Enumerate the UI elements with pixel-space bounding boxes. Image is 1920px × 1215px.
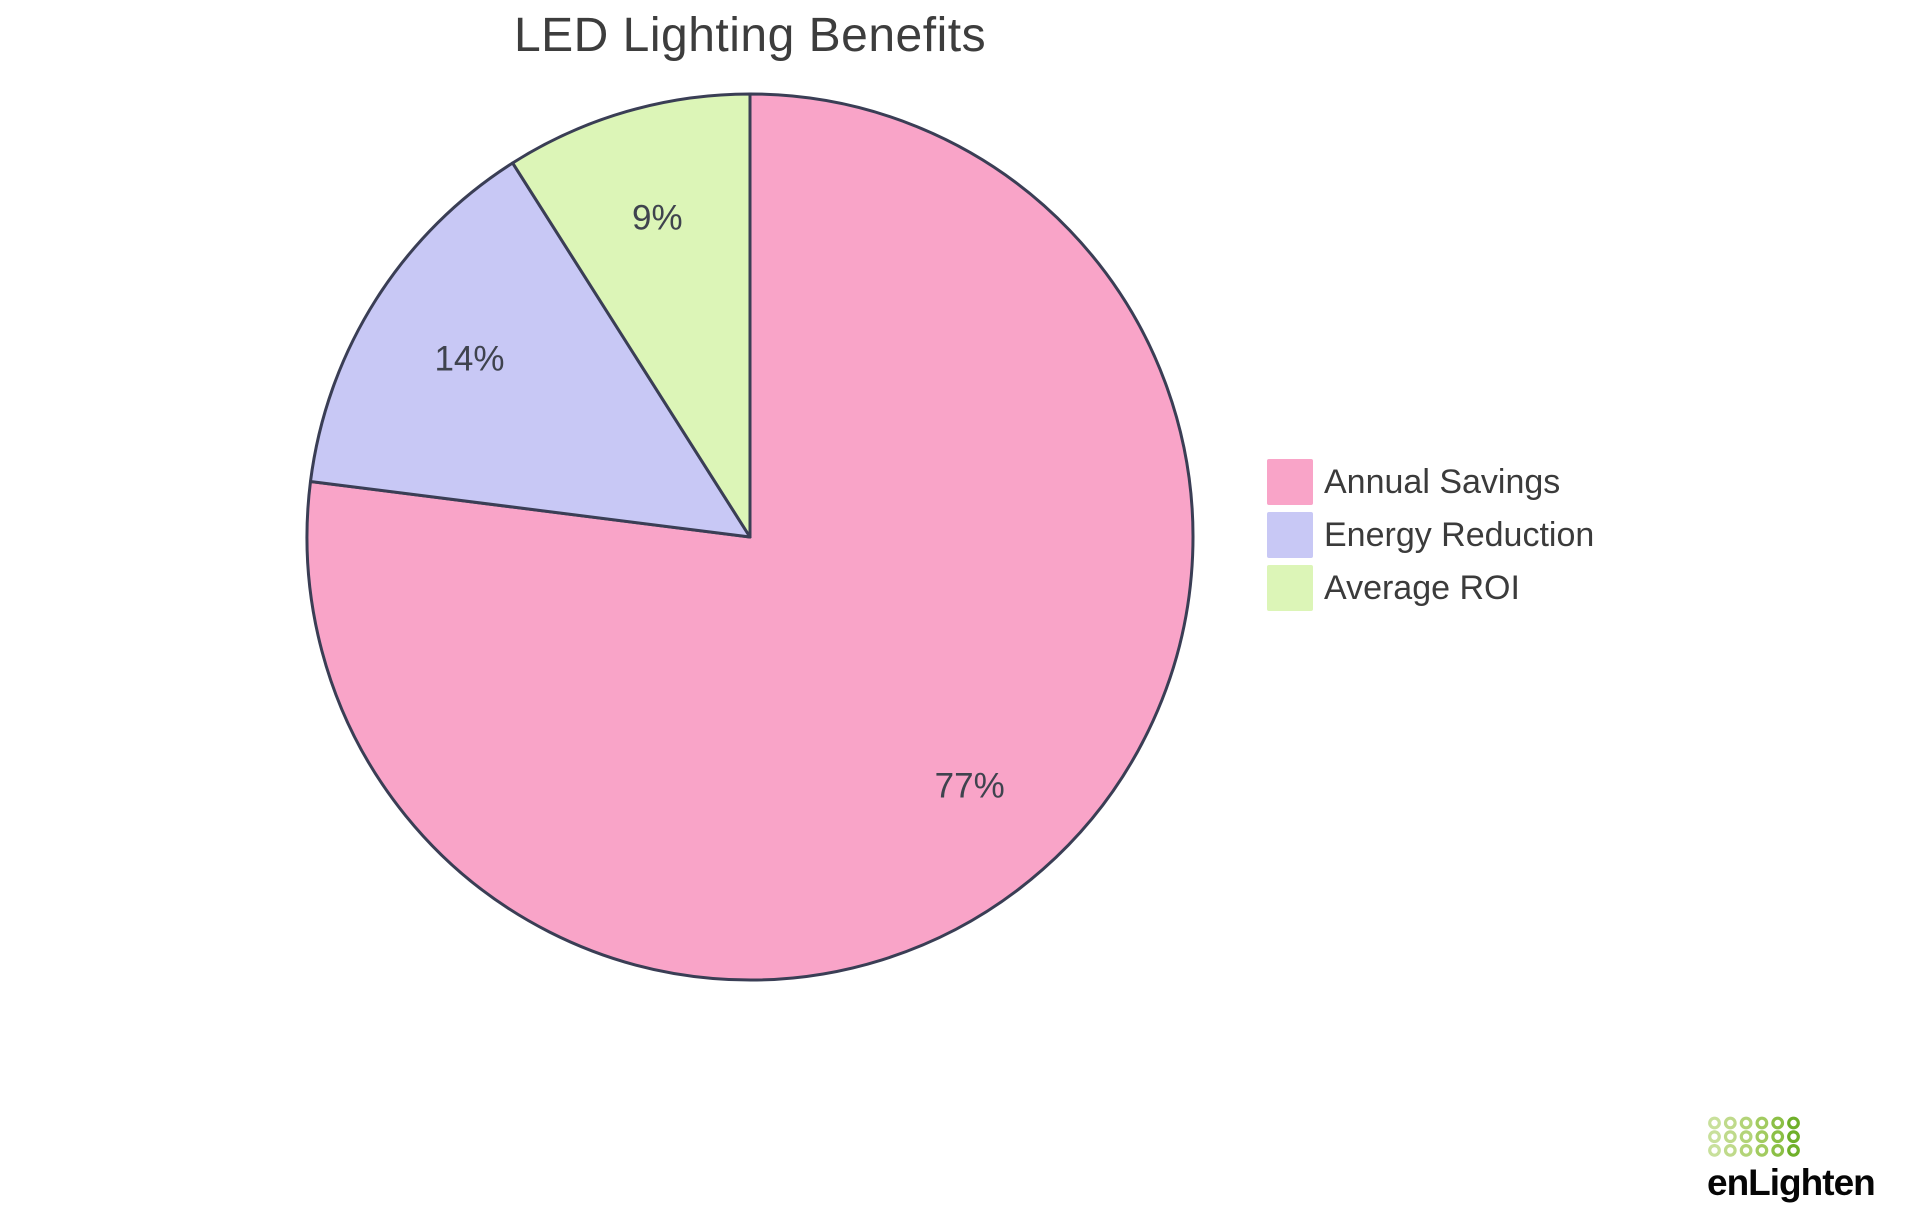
- logo: enLighten: [1702, 1115, 1876, 1204]
- logo-dot: [1708, 1130, 1721, 1144]
- logo-dot: [1771, 1130, 1785, 1144]
- logo-dot: [1787, 1144, 1800, 1157]
- logo-dot: [1771, 1144, 1785, 1157]
- pie-label-energy-reduction: 14%: [434, 340, 504, 379]
- legend-item-energy-reduction[interactable]: Energy Reduction: [1267, 512, 1594, 558]
- logo-dot: [1755, 1130, 1769, 1144]
- legend-swatch-energy-reduction: [1267, 512, 1313, 558]
- logo-dot: [1739, 1116, 1753, 1130]
- pie-label-average-roi: 9%: [632, 198, 683, 237]
- legend-label: Annual Savings: [1324, 463, 1561, 501]
- logo-dot: [1708, 1116, 1721, 1130]
- logo-dot: [1771, 1116, 1785, 1130]
- legend-swatch-annual-savings: [1267, 459, 1313, 505]
- logo-dot: [1787, 1116, 1800, 1130]
- chart-title: LED Lighting Benefits: [513, 9, 987, 62]
- logo-dot: [1787, 1130, 1800, 1144]
- legend-label: Energy Reduction: [1324, 516, 1595, 554]
- logo-dot: [1739, 1144, 1753, 1157]
- logo-dot: [1739, 1130, 1753, 1144]
- logo-dot: [1708, 1144, 1721, 1157]
- pie-label-annual-savings: 77%: [935, 767, 1005, 806]
- logo-dot: [1723, 1116, 1737, 1130]
- legend-label: Average ROI: [1324, 569, 1520, 607]
- logo-text: enLighten: [1707, 1162, 1876, 1203]
- legend-item-annual-savings[interactable]: Annual Savings: [1267, 459, 1594, 505]
- logo-dots-icon: [1708, 1116, 1800, 1157]
- logo-dot: [1755, 1144, 1769, 1157]
- logo-dot: [1755, 1116, 1769, 1130]
- pie-slice-average-roi[interactable]: [511, 92, 752, 539]
- legend: Annual Savings Energy Reduction Average …: [1267, 459, 1594, 618]
- logo-dot: [1723, 1144, 1737, 1157]
- legend-swatch-average-roi: [1267, 565, 1313, 611]
- pie-slice-energy-reduction[interactable]: [308, 161, 752, 539]
- logo-dot: [1723, 1130, 1737, 1144]
- legend-item-average-roi[interactable]: Average ROI: [1267, 565, 1594, 611]
